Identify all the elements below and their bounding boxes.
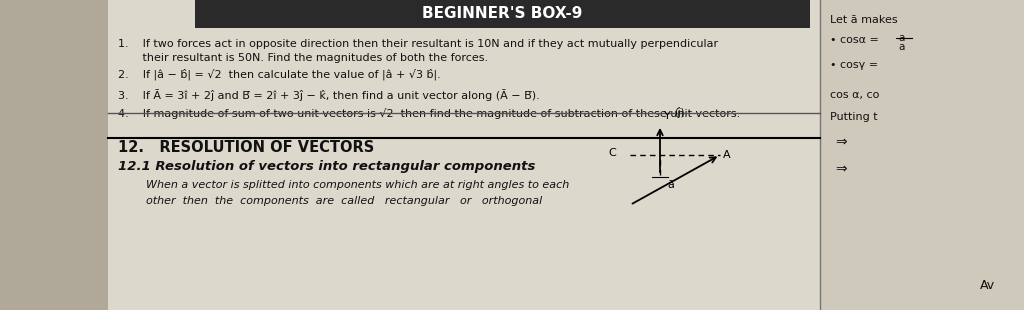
- Bar: [108, 0, 820, 310]
- Text: 2.    If |â − b̂| = √2  then calculate the value of |â + √3 b̂|.: 2. If |â − b̂| = √2 then calculate the v…: [118, 69, 440, 81]
- Text: ⇒: ⇒: [835, 162, 847, 176]
- Text: a: a: [898, 42, 904, 52]
- Text: 3.    If Ā = 3î + 2ĵ and B̅ = 2î + 3ĵ − k̂, then find a unit vector along (Ā − B: 3. If Ā = 3î + 2ĵ and B̅ = 2î + 3ĵ − k̂,…: [118, 89, 540, 101]
- Text: • cosα =: • cosα =: [830, 35, 879, 45]
- Text: (ĵ): (ĵ): [674, 107, 684, 118]
- Text: Let ā makes: Let ā makes: [830, 15, 898, 25]
- Text: A: A: [723, 150, 731, 160]
- Bar: [195, 0, 810, 28]
- Text: 4.    If magnitude of sum of two unit vectors is √2  then find the magnitude of : 4. If magnitude of sum of two unit vecto…: [118, 108, 740, 119]
- Text: BEGINNER'S BOX-9: BEGINNER'S BOX-9: [422, 7, 583, 21]
- Text: ⇒: ⇒: [835, 135, 847, 149]
- Text: C: C: [608, 148, 615, 158]
- Text: When a vector is splitted into components which are at right angles to each: When a vector is splitted into component…: [118, 180, 569, 190]
- Text: • cosγ =: • cosγ =: [830, 60, 879, 70]
- Bar: [820, 0, 1024, 310]
- Text: their resultant is 50N. Find the magnitudes of both the forces.: their resultant is 50N. Find the magnitu…: [118, 53, 488, 63]
- Text: Av: Av: [980, 279, 995, 292]
- Text: Y: Y: [664, 111, 671, 121]
- Text: Putting t: Putting t: [830, 112, 878, 122]
- Text: other  then  the  components  are  called   rectangular   or   orthogonal: other then the components are called rec…: [118, 196, 543, 206]
- Text: 12.1 Resolution of vectors into rectangular components: 12.1 Resolution of vectors into rectangu…: [118, 160, 536, 173]
- Text: cos α, co: cos α, co: [830, 90, 880, 100]
- Text: 1.    If two forces act in opposite direction then their resultant is 10N and if: 1. If two forces act in opposite directi…: [118, 39, 718, 49]
- Text: a: a: [898, 33, 904, 43]
- Text: 12.   RESOLUTION OF VECTORS: 12. RESOLUTION OF VECTORS: [118, 140, 374, 155]
- Text: ā: ā: [667, 180, 674, 190]
- Bar: [0, 0, 108, 310]
